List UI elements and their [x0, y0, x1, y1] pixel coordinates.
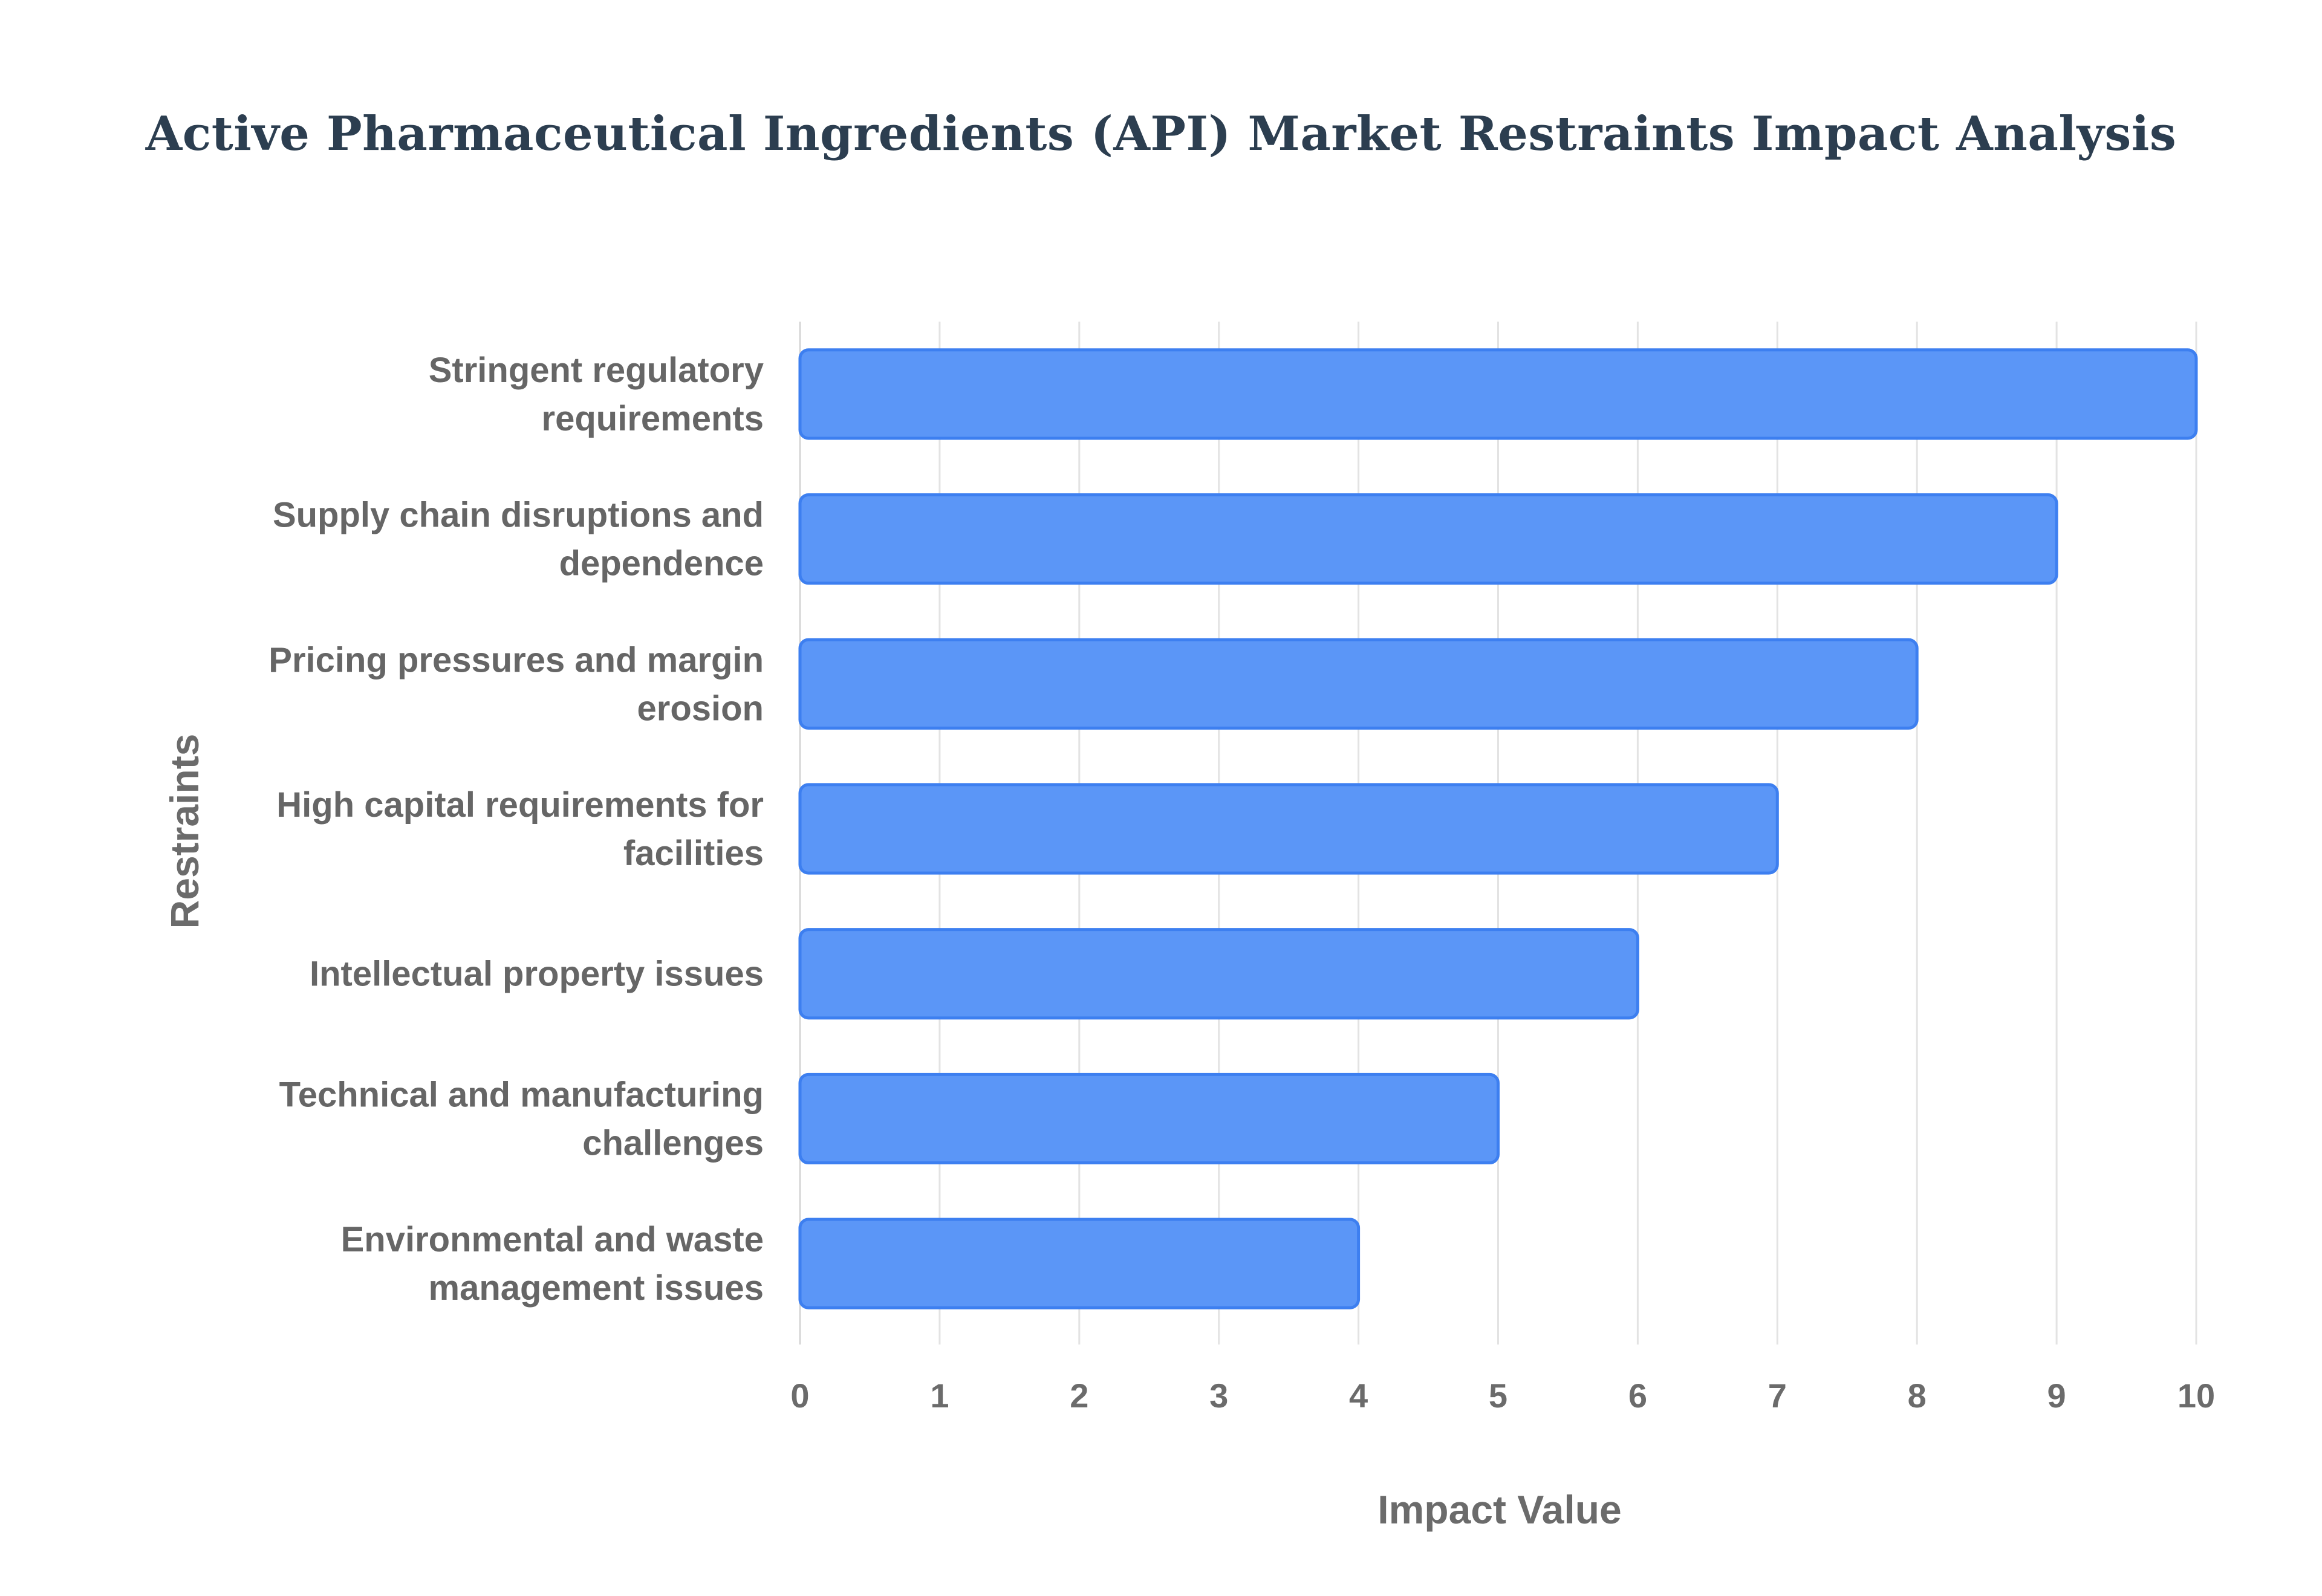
x-tick-label: 5 — [1489, 1377, 1507, 1415]
x-tick-label: 8 — [1908, 1377, 1927, 1415]
bar — [798, 638, 1919, 730]
bar — [798, 493, 2058, 585]
y-tick-labels: Stringent regulatory requirements Supply c… — [268, 351, 764, 1308]
y-tick-label: Intellectual property issues — [310, 955, 764, 994]
x-tick-label: 2 — [1070, 1377, 1088, 1415]
y-tick-label-line: facilities — [623, 834, 764, 873]
bar — [798, 783, 1779, 875]
y-tick-label: Environmental and waste management issues — [341, 1220, 764, 1308]
y-tick-label-line: Stringent regulatory — [429, 351, 764, 390]
y-tick-label-line: Pricing pressures and margin — [268, 640, 764, 680]
y-tick-label-line: erosion — [637, 689, 764, 728]
x-axis-title: Impact Value — [1377, 1487, 1622, 1532]
x-tick-label: 0 — [790, 1377, 809, 1415]
y-tick-label: Technical and manufacturing challenges — [279, 1075, 764, 1163]
y-tick-label-line: challenges — [582, 1123, 764, 1163]
y-tick-label: Supply chain disruptions and dependence — [273, 496, 764, 583]
y-tick-label: Pricing pressures and margin erosion — [268, 640, 764, 728]
x-tick-label: 6 — [1628, 1377, 1647, 1415]
x-tick-label: 4 — [1349, 1377, 1368, 1415]
y-tick-label: Stringent regulatory requirements — [429, 351, 764, 438]
y-tick-label: High capital requirements for facilities — [276, 785, 764, 873]
bar — [798, 928, 1639, 1020]
y-tick-label-line: High capital requirements for — [276, 785, 764, 825]
y-tick-label-line: Technical and manufacturing — [279, 1075, 764, 1114]
y-tick-label-line: requirements — [542, 399, 764, 438]
bars — [798, 348, 2198, 1309]
x-tick-label: 3 — [1209, 1377, 1228, 1415]
bar — [798, 1218, 1361, 1309]
y-axis-title: Restraints — [162, 734, 207, 929]
bar — [798, 348, 2198, 440]
x-tick-label: 10 — [2177, 1377, 2215, 1415]
bar — [798, 1072, 1500, 1165]
y-tick-label-line: dependence — [559, 544, 764, 583]
y-tick-label-line: Supply chain disruptions and — [273, 496, 764, 535]
x-tick-label: 9 — [2047, 1377, 2066, 1415]
chart-title: Active Pharmaceutical Ingredients (API) … — [145, 106, 2177, 161]
x-tick-label: 1 — [930, 1377, 949, 1415]
x-tick-label: 7 — [1768, 1377, 1787, 1415]
y-tick-label-line: Environmental and waste — [341, 1220, 764, 1259]
x-tick-labels: 0 1 2 3 4 5 6 7 8 9 10 — [790, 1377, 2215, 1415]
y-tick-label-line: Intellectual property issues — [310, 955, 764, 994]
y-tick-label-line: management issues — [429, 1268, 764, 1308]
